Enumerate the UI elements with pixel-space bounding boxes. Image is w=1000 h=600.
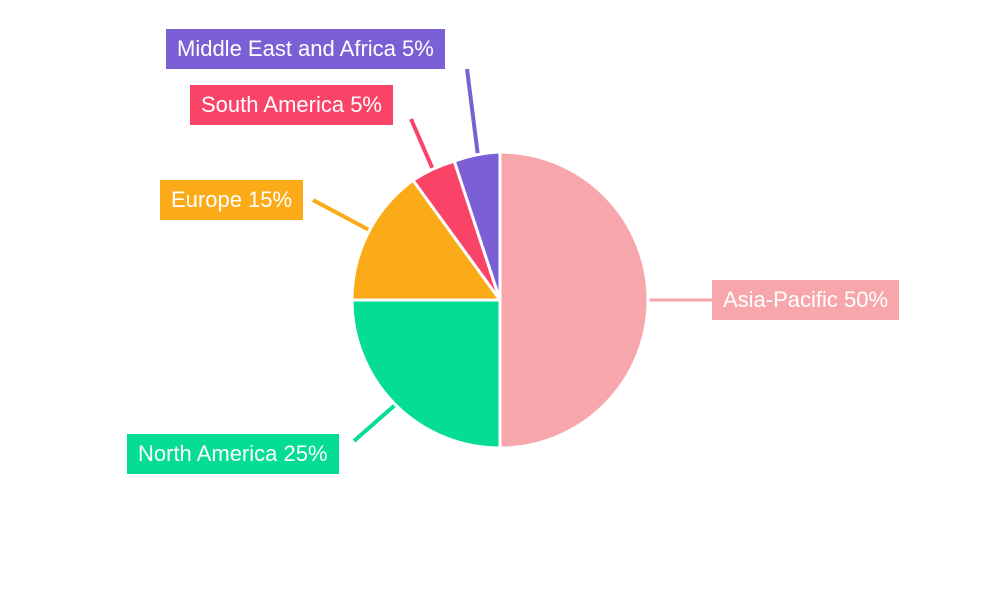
pie-label-north-america[interactable]: North America 25% <box>127 434 339 474</box>
leader-line-south-america <box>409 118 436 173</box>
pie-slice-north-america[interactable] <box>350 298 502 450</box>
leader-line-middle-east-and-africa <box>465 68 480 157</box>
leader-line-north-america <box>352 403 397 443</box>
pie-wedges <box>350 150 650 450</box>
pie-label-europe[interactable]: Europe 15% <box>160 180 304 220</box>
pie-slice-middle-east-and-africa[interactable] <box>452 150 502 302</box>
pie-label-asia-pacific[interactable]: Asia-Pacific 50% <box>712 280 900 320</box>
pie-slice-asia-pacific[interactable] <box>498 150 650 450</box>
pie-label-middle-east-and-africa[interactable]: Middle East and Africa 5% <box>166 29 445 69</box>
pie-label-south-america[interactable]: South America 5% <box>190 85 393 125</box>
pie-slice-europe[interactable] <box>350 178 502 302</box>
leader-line-europe <box>312 198 372 233</box>
leader-lines <box>312 68 712 443</box>
